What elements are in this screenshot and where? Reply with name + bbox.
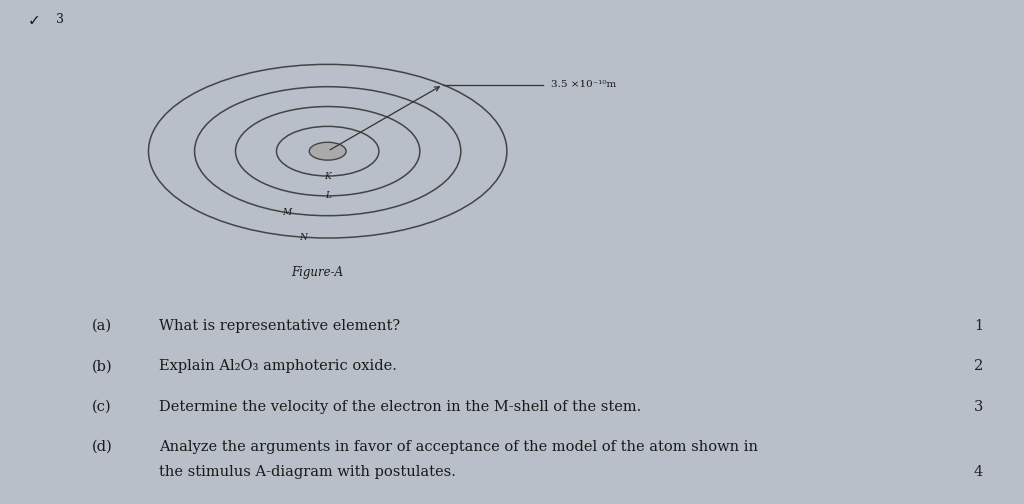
Text: 2: 2: [974, 359, 983, 373]
Text: What is representative element?: What is representative element?: [159, 319, 399, 333]
Text: Figure-A: Figure-A: [292, 266, 343, 279]
Text: (c): (c): [92, 400, 112, 414]
Text: Analyze the arguments in favor of acceptance of the model of the atom shown in: Analyze the arguments in favor of accept…: [159, 440, 758, 454]
Text: M: M: [282, 208, 291, 217]
Text: 1: 1: [974, 319, 983, 333]
Text: ✓: ✓: [28, 13, 40, 28]
Text: (b): (b): [92, 359, 113, 373]
Text: N: N: [299, 233, 306, 242]
Text: 3: 3: [56, 13, 65, 26]
Text: 3.5 ×10⁻¹⁰m: 3.5 ×10⁻¹⁰m: [551, 80, 616, 89]
Text: (d): (d): [92, 440, 113, 454]
Text: the stimulus A-diagram with postulates.: the stimulus A-diagram with postulates.: [159, 465, 456, 479]
Text: 3: 3: [974, 400, 983, 414]
Text: (a): (a): [92, 319, 113, 333]
Text: K: K: [325, 171, 331, 180]
Text: Explain Al₂O₃ amphoteric oxide.: Explain Al₂O₃ amphoteric oxide.: [159, 359, 396, 373]
Text: 4: 4: [974, 465, 983, 479]
Text: L: L: [325, 192, 331, 201]
Text: Determine the velocity of the electron in the M-shell of the stem.: Determine the velocity of the electron i…: [159, 400, 641, 414]
Ellipse shape: [309, 142, 346, 160]
